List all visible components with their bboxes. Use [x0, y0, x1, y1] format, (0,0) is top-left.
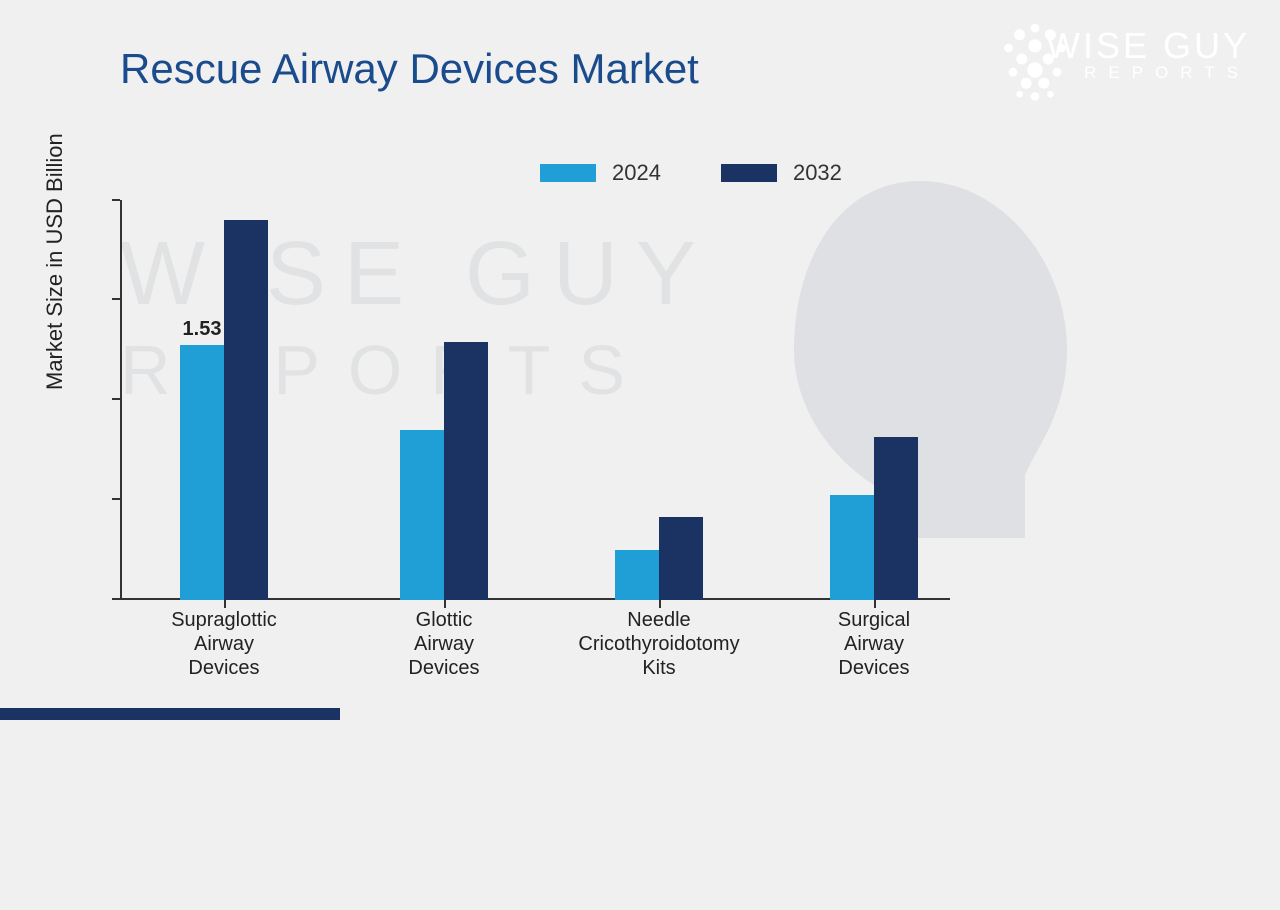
bar-2032 [224, 220, 268, 600]
legend-item-2024: 2024 [540, 160, 661, 186]
x-tick [659, 600, 661, 608]
y-tick [112, 498, 120, 500]
brand-logo: WISE GUY REPORTS [1046, 25, 1250, 83]
bar-2032 [874, 437, 918, 600]
logo-line1: WISE GUY [1046, 25, 1250, 67]
y-axis [120, 200, 122, 600]
bar-2032 [444, 342, 488, 600]
legend-label-2032: 2032 [793, 160, 842, 186]
legend-item-2032: 2032 [721, 160, 842, 186]
bar-2024 [830, 495, 874, 600]
x-axis-category-label: GlotticAirwayDevices [344, 608, 544, 680]
bar-2024: 1.53 [180, 345, 224, 600]
bar-2024 [400, 430, 444, 600]
x-axis-category-label: SupraglotticAirwayDevices [124, 608, 324, 680]
legend-swatch-2032 [721, 164, 777, 182]
bar-2024 [615, 550, 659, 600]
x-tick [444, 600, 446, 608]
legend-swatch-2024 [540, 164, 596, 182]
x-axis-category-label: NeedleCricothyroidotomyKits [559, 608, 759, 680]
chart-plot-area: 1.53 [120, 200, 950, 600]
legend-label-2024: 2024 [612, 160, 661, 186]
y-tick [112, 199, 120, 201]
x-tick [874, 600, 876, 608]
y-tick [112, 398, 120, 400]
bar-data-label: 1.53 [183, 318, 222, 345]
chart-legend: 2024 2032 [540, 160, 842, 186]
y-tick [112, 598, 120, 600]
y-tick [112, 298, 120, 300]
y-axis-label: Market Size in USD Billion [42, 133, 68, 390]
x-tick [224, 600, 226, 608]
x-axis-category-label: SurgicalAirwayDevices [774, 608, 974, 680]
bottom-accent-bar [0, 708, 340, 720]
page-title: Rescue Airway Devices Market [120, 45, 699, 93]
bar-2032 [659, 517, 703, 600]
